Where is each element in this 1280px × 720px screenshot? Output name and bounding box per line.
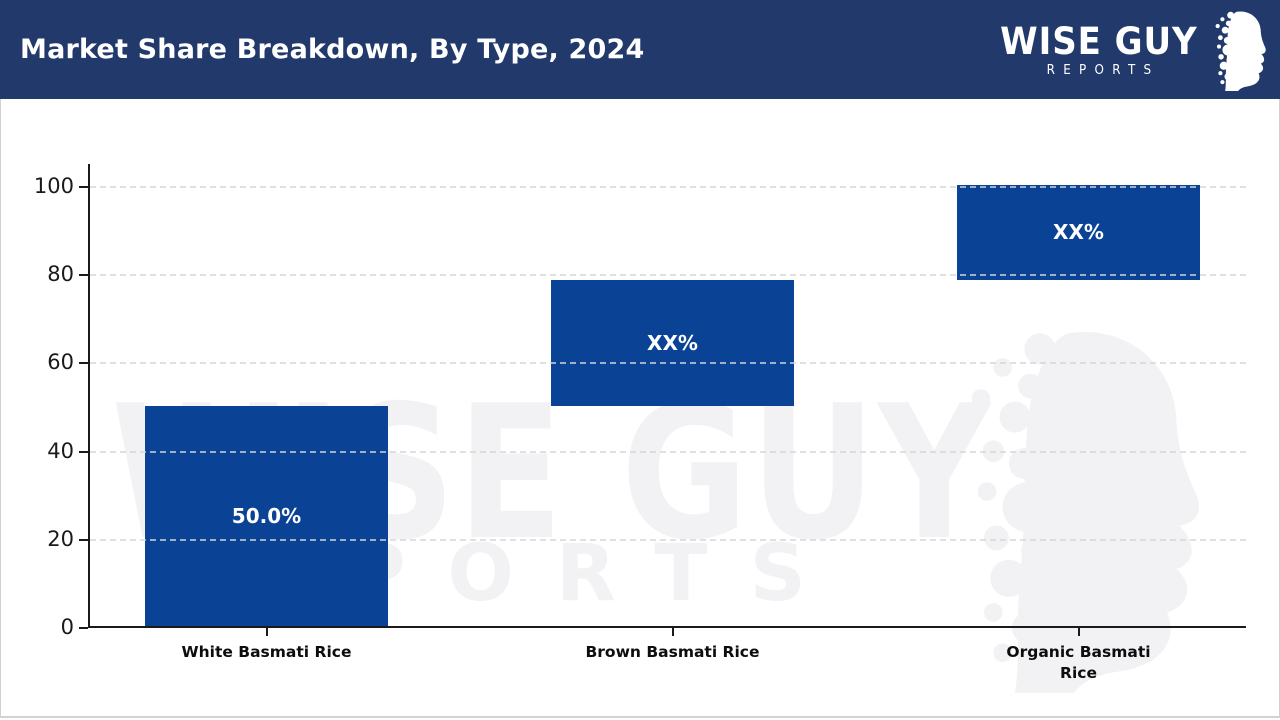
bar-white-basmati-rice: 50.0% [145, 405, 388, 626]
wiseguy-logo-wordmark: WISE GUY [1000, 19, 1198, 63]
bar-value-label: XX% [647, 330, 698, 355]
bar-organic-basmati-rice: XX% [957, 185, 1200, 280]
y-axis-tick [79, 186, 88, 188]
y-axis-tick-label: 40 [47, 438, 74, 463]
gridline-y-20 [90, 538, 1246, 541]
y-axis-tick [79, 627, 88, 629]
x-axis-tick [1077, 628, 1080, 636]
gridline-y-80 [90, 274, 1246, 277]
y-axis-tick-label: 20 [47, 526, 74, 551]
bar-brown-basmati-rice: XX% [551, 279, 794, 406]
y-axis-tick [79, 362, 88, 365]
wiseguy-logo-face-icon [1192, 9, 1272, 91]
y-axis-tick-label: 0 [60, 615, 74, 639]
y-axis-tick [79, 538, 88, 541]
y-axis-tick-label: 80 [47, 262, 74, 287]
chart-title: Market Share Breakdown, By Type, 2024 [20, 34, 645, 65]
bar-value-label: XX% [1053, 220, 1104, 245]
x-axis-tick [265, 628, 268, 636]
x-axis-label-brown-basmati-rice: Brown Basmati Rice [585, 643, 760, 661]
y-axis-tick-label: 100 [33, 174, 74, 198]
bar-value-label: 50.0% [231, 503, 302, 528]
gridline-y-40 [90, 450, 1246, 453]
wiseguy-logo-text: WISE GUY REPORTS [1001, 23, 1198, 78]
x-axis-label-white-basmati-rice: White Basmati Rice [181, 643, 352, 661]
gridline-y-100 [90, 186, 1246, 188]
wiseguy-logo: WISE GUY REPORTS [983, 8, 1272, 92]
report-header: Market Share Breakdown, By Type, 2024 WI… [0, 0, 1280, 99]
gridline-y-60 [90, 362, 1246, 365]
y-axis-tick-label: 60 [47, 350, 74, 375]
x-axis-tick [671, 628, 674, 636]
y-axis-tick [79, 450, 88, 453]
y-axis-tick [79, 274, 88, 277]
wiseguy-logo-subtitle: REPORTS [1047, 62, 1160, 78]
plot-area: 0 20 40 60 80 100 50.0% White Basmati Rice XX% Br… [34, 164, 1246, 682]
x-axis-label-organic-basmati-rice: Organic Basmati Rice [1006, 643, 1151, 682]
